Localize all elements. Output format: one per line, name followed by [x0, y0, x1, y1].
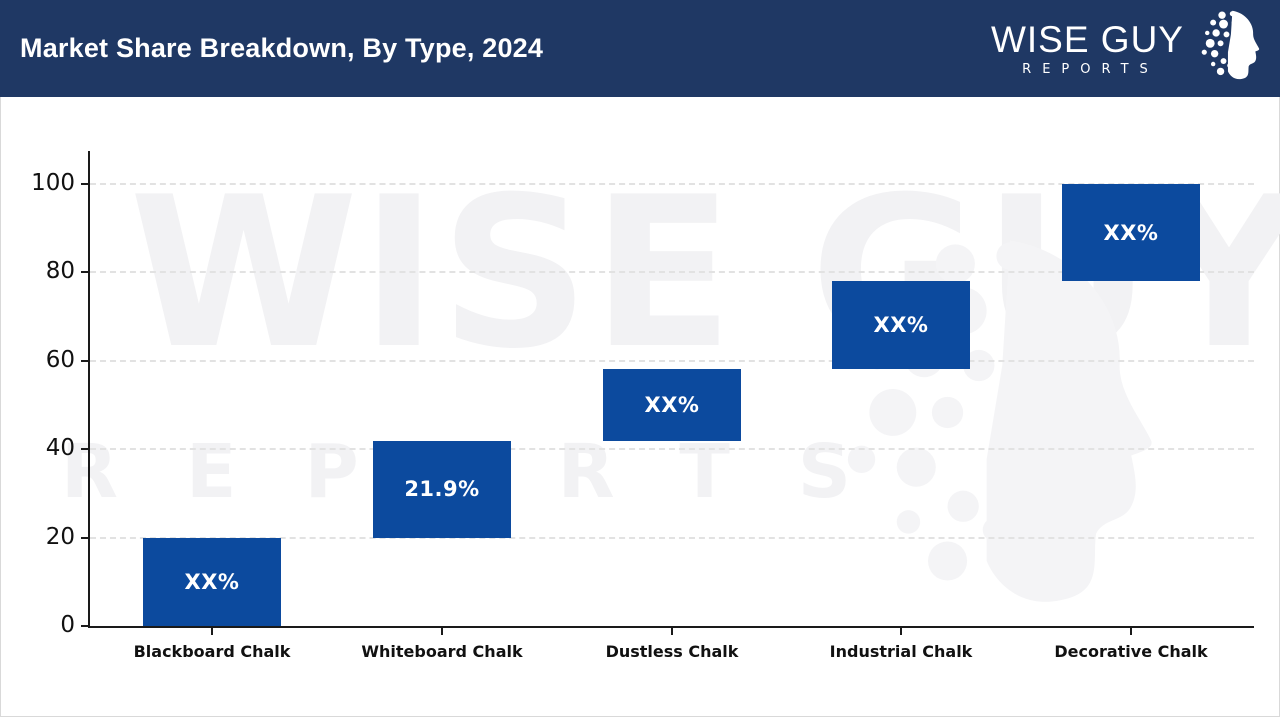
bar-value-label: XX%	[873, 313, 929, 338]
x-category-label: Decorative Chalk	[1054, 642, 1208, 661]
y-tick-label: 40	[45, 435, 75, 462]
y-tick-label: 100	[31, 170, 75, 196]
bar: XX%	[603, 369, 741, 441]
y-tick-mark	[81, 271, 89, 274]
face-profile-icon	[1188, 6, 1262, 92]
bar: XX%	[1062, 184, 1200, 282]
y-tick-mark	[81, 536, 89, 539]
logo-subtitle: REPORTS	[1022, 62, 1159, 77]
bar-value-label: XX%	[644, 392, 700, 417]
y-tick-mark	[81, 359, 89, 362]
y-axis-line	[88, 151, 90, 627]
bar-value-label: 21.9%	[404, 477, 480, 502]
y-tick-mark	[81, 183, 89, 185]
bar: XX%	[143, 537, 281, 626]
x-tick-mark	[1130, 628, 1132, 635]
bar-value-label: XX%	[1103, 220, 1159, 245]
y-tick-mark	[81, 448, 89, 451]
x-category-label: Blackboard Chalk	[133, 642, 291, 661]
bar: 21.9%	[373, 440, 511, 538]
bar-value-label: XX%	[184, 569, 240, 594]
bar: XX%	[832, 281, 970, 370]
watermark-face-icon	[771, 217, 1171, 651]
page-title: Market Share Breakdown, By Type, 2024	[20, 33, 544, 63]
y-gridline	[90, 359, 1254, 362]
wise-guy-logo: WISE GUY REPORTS	[991, 6, 1262, 92]
x-category-label: Whiteboard Chalk	[361, 642, 523, 661]
x-tick-mark	[211, 628, 213, 635]
y-gridline	[90, 183, 1254, 185]
chart-canvas: WISE GUY REPORTS 020406080100XX%Blackboa…	[0, 97, 1280, 717]
y-tick-label: 80	[45, 258, 75, 285]
x-axis-line	[88, 626, 1254, 628]
y-gridline	[90, 271, 1254, 274]
logo-wordmark: WISE GUY	[990, 19, 1184, 60]
x-tick-mark	[900, 628, 902, 635]
x-category-label: Dustless Chalk	[605, 642, 739, 661]
x-tick-mark	[441, 628, 443, 635]
logo-text: WISE GUY REPORTS	[991, 21, 1184, 76]
x-category-label: Industrial Chalk	[829, 642, 973, 661]
y-tick-mark	[81, 625, 89, 627]
y-tick-label: 60	[45, 346, 75, 373]
y-gridline	[90, 536, 1254, 539]
y-gridline	[90, 448, 1254, 451]
y-tick-label: 0	[60, 612, 75, 638]
x-tick-mark	[671, 628, 673, 635]
y-tick-label: 20	[45, 523, 75, 550]
header-bar: Market Share Breakdown, By Type, 2024 WI…	[0, 0, 1280, 97]
